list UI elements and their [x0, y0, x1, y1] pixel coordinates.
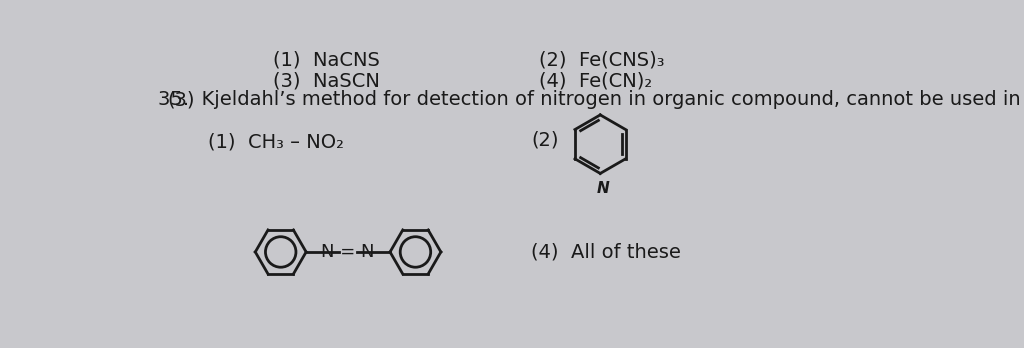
Text: (4)  Fe(CN)₂: (4) Fe(CN)₂: [539, 71, 652, 90]
Text: 35.  Kjeldahl’s method for detection of nitrogen in organic compound, cannot be : 35. Kjeldahl’s method for detection of n…: [158, 90, 1024, 109]
Text: (2): (2): [531, 131, 558, 150]
Text: (2)  Fe(CNS)₃: (2) Fe(CNS)₃: [539, 51, 665, 70]
Text: N = N: N = N: [322, 243, 375, 261]
Text: (4)  All of these: (4) All of these: [531, 243, 681, 261]
Text: N: N: [596, 181, 609, 196]
Text: (1)  CH₃ – NO₂: (1) CH₃ – NO₂: [208, 132, 344, 151]
Text: (3)  NaSCN: (3) NaSCN: [273, 71, 380, 90]
Text: (1)  NaCNS: (1) NaCNS: [273, 51, 380, 70]
Text: (3): (3): [168, 90, 195, 109]
